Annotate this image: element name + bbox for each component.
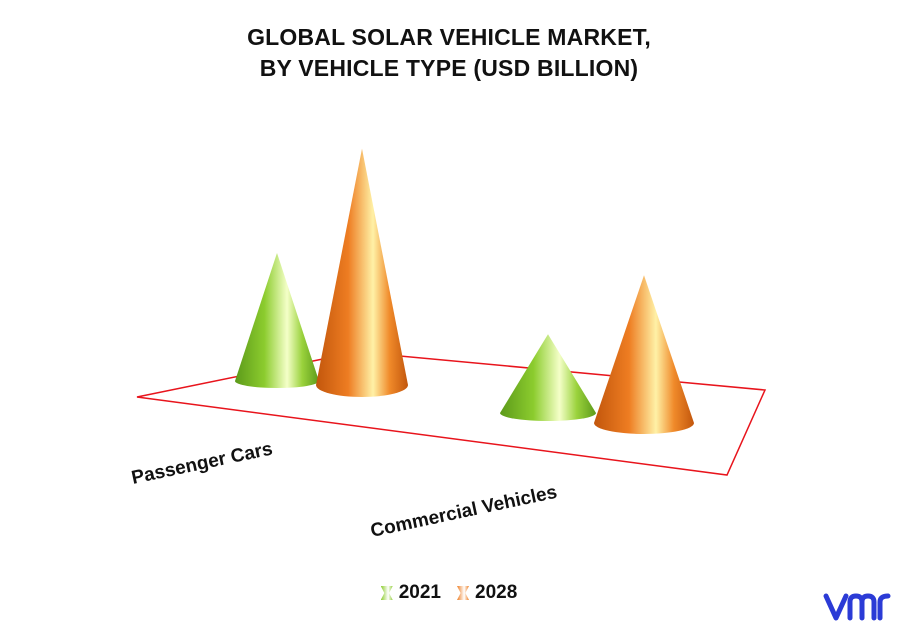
legend-label-2028: 2028 <box>475 582 518 603</box>
cone-passenger-cars-2021 <box>235 252 319 388</box>
chart-title: GLOBAL SOLAR VEHICLE MARKET, BY VEHICLE … <box>0 22 898 84</box>
chart-legend: 2021 2028 <box>0 582 898 604</box>
category-label-commercial-vehicles: Commercial Vehicles <box>369 482 559 542</box>
legend-swatch-2028 <box>457 586 469 600</box>
vmr-logo-icon <box>823 593 891 621</box>
legend-swatch-2021 <box>380 586 393 600</box>
legend-item-2021: 2021 <box>380 582 441 604</box>
cone-commercial-vehicles-2028 <box>594 275 694 434</box>
cone-commercial-vehicles-2021 <box>500 334 596 421</box>
legend-label-2021: 2021 <box>398 582 441 603</box>
legend-item-2028: 2028 <box>457 582 517 604</box>
chart-title-line-2: BY VEHICLE TYPE (USD BILLION) <box>259 55 639 81</box>
cone-passenger-cars-2028 <box>316 148 408 397</box>
chart-title-line-1: GLOBAL SOLAR VEHICLE MARKET, <box>247 24 651 50</box>
category-label-passenger-cars: Passenger Cars <box>130 438 275 488</box>
